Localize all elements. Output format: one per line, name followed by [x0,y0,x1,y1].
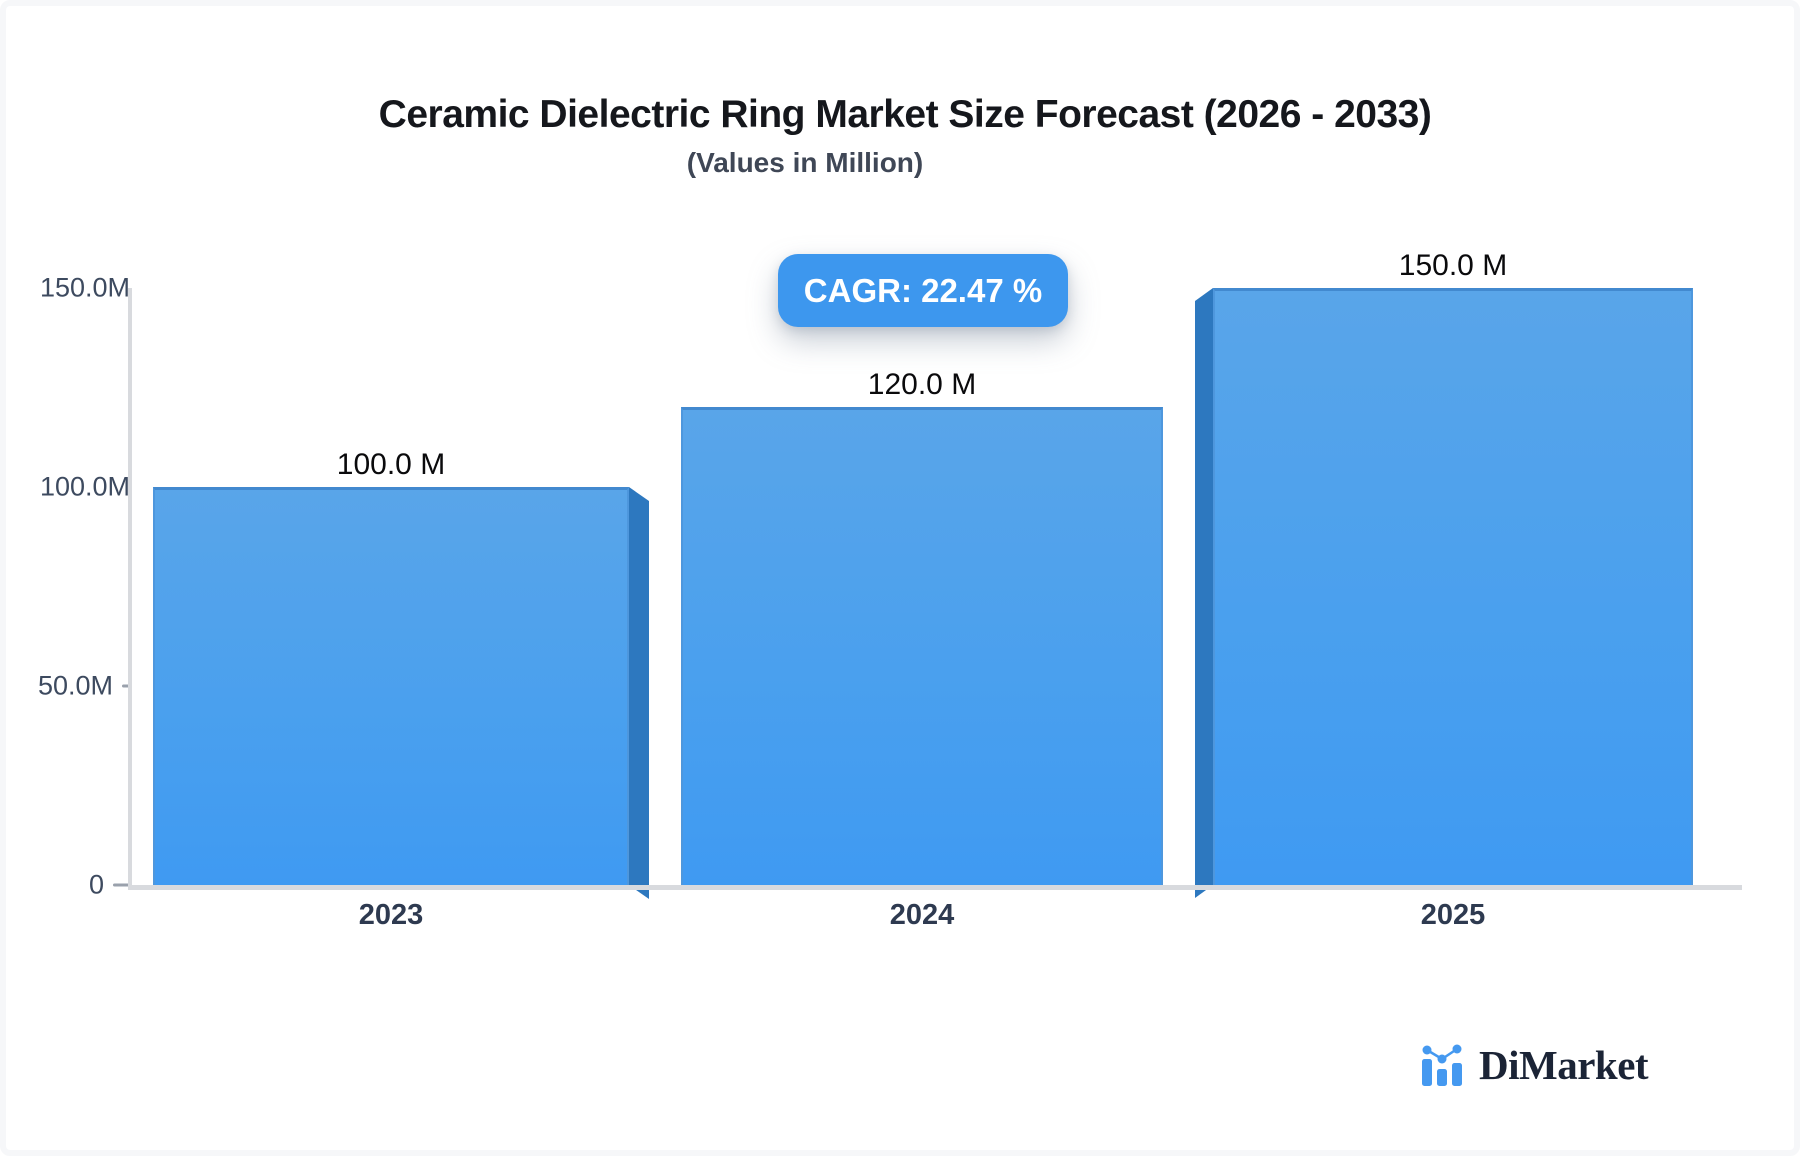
y-axis-tick-100: 100.0M [0,472,130,503]
y-axis-tick-50: 50.0M [0,671,130,702]
chart-title: Ceramic Dielectric Ring Market Size Fore… [378,93,1432,136]
bar-value-label: 120.0 M [867,368,977,401]
logo-text: DiMarket [1479,1041,1649,1088]
y-axis-tick-0: 0 [0,870,130,901]
y-axis-tick-label: 50.0M [37,670,113,701]
bar-3d-side-face [1195,288,1213,898]
y-axis-tick-label: 100.0M [39,471,130,502]
tick-dash [113,883,130,887]
bar-2023: 100.0 M 2023 [153,448,629,931]
bar-chart-logo-icon [1422,1044,1462,1086]
x-axis-category-label: 2025 [1420,899,1486,931]
x-axis-category-label: 2024 [889,899,955,931]
y-axis-tick-label: 150.0M [39,272,130,303]
tick-dash [122,684,130,688]
chart-subtitle: (Values in Million) [686,147,924,178]
cagr-badge: CAGR: 22.47 % [778,254,1068,327]
y-axis-line [128,288,132,885]
x-axis-category-label: 2023 [358,899,424,931]
y-axis-tick-150: 150.0M [0,273,130,304]
bar-3d-side-face [629,487,649,899]
bar-2025: 150.0 M 2025 [1213,249,1693,931]
dimarket-logo: DiMarket [1420,1041,1649,1088]
bar-value-label: 100.0 M [336,448,446,481]
bar-face [153,487,629,885]
bar-face [681,407,1163,885]
bar-face [1213,288,1693,885]
bar-value-label: 150.0 M [1398,249,1508,282]
y-axis-tick-label: 0 [88,869,104,900]
x-axis-line [128,885,1742,890]
bar-2024: 120.0 M 2024 [681,368,1163,931]
